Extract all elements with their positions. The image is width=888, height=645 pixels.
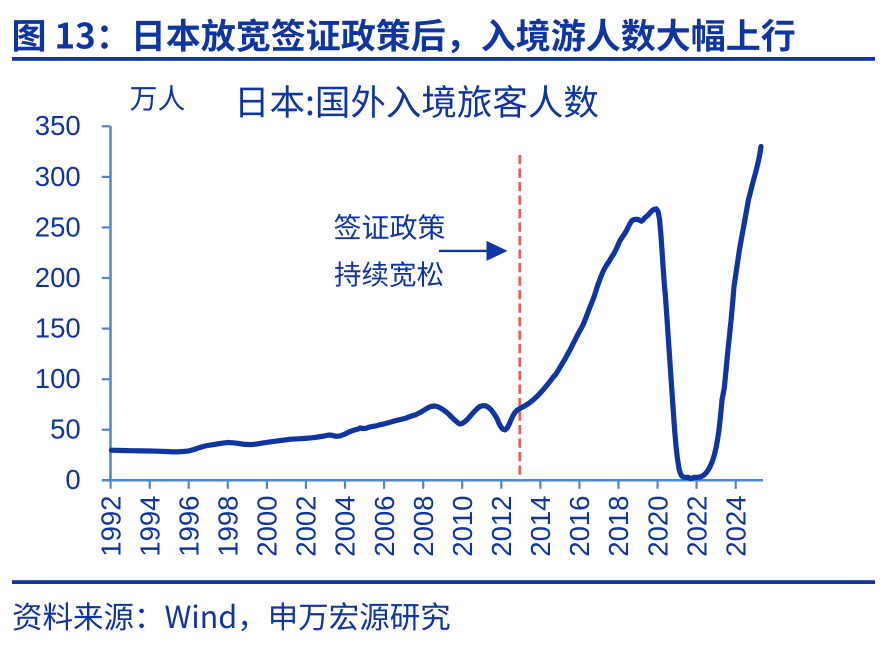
svg-text:2008: 2008 bbox=[408, 496, 439, 557]
svg-text:1998: 1998 bbox=[213, 496, 244, 557]
svg-text:50: 50 bbox=[50, 414, 81, 445]
svg-text:2000: 2000 bbox=[252, 496, 283, 557]
svg-text:200: 200 bbox=[35, 262, 81, 293]
svg-text:2024: 2024 bbox=[720, 496, 751, 557]
svg-text:2020: 2020 bbox=[642, 496, 673, 557]
svg-text:2016: 2016 bbox=[564, 496, 595, 557]
svg-text:2014: 2014 bbox=[525, 496, 556, 557]
svg-text:2004: 2004 bbox=[330, 496, 361, 557]
svg-text:2006: 2006 bbox=[369, 496, 400, 557]
svg-text:250: 250 bbox=[35, 211, 81, 242]
svg-text:2022: 2022 bbox=[681, 496, 712, 557]
svg-text:2012: 2012 bbox=[486, 496, 517, 557]
svg-text:0: 0 bbox=[65, 464, 80, 495]
svg-text:2002: 2002 bbox=[291, 496, 322, 557]
svg-text:2018: 2018 bbox=[603, 496, 634, 557]
svg-text:1994: 1994 bbox=[134, 496, 165, 557]
svg-text:150: 150 bbox=[35, 313, 81, 344]
svg-text:100: 100 bbox=[35, 363, 81, 394]
svg-text:350: 350 bbox=[35, 110, 81, 141]
svg-text:1992: 1992 bbox=[95, 496, 126, 557]
svg-text:1996: 1996 bbox=[173, 496, 204, 557]
svg-text:300: 300 bbox=[35, 161, 81, 192]
svg-text:2010: 2010 bbox=[447, 496, 478, 557]
